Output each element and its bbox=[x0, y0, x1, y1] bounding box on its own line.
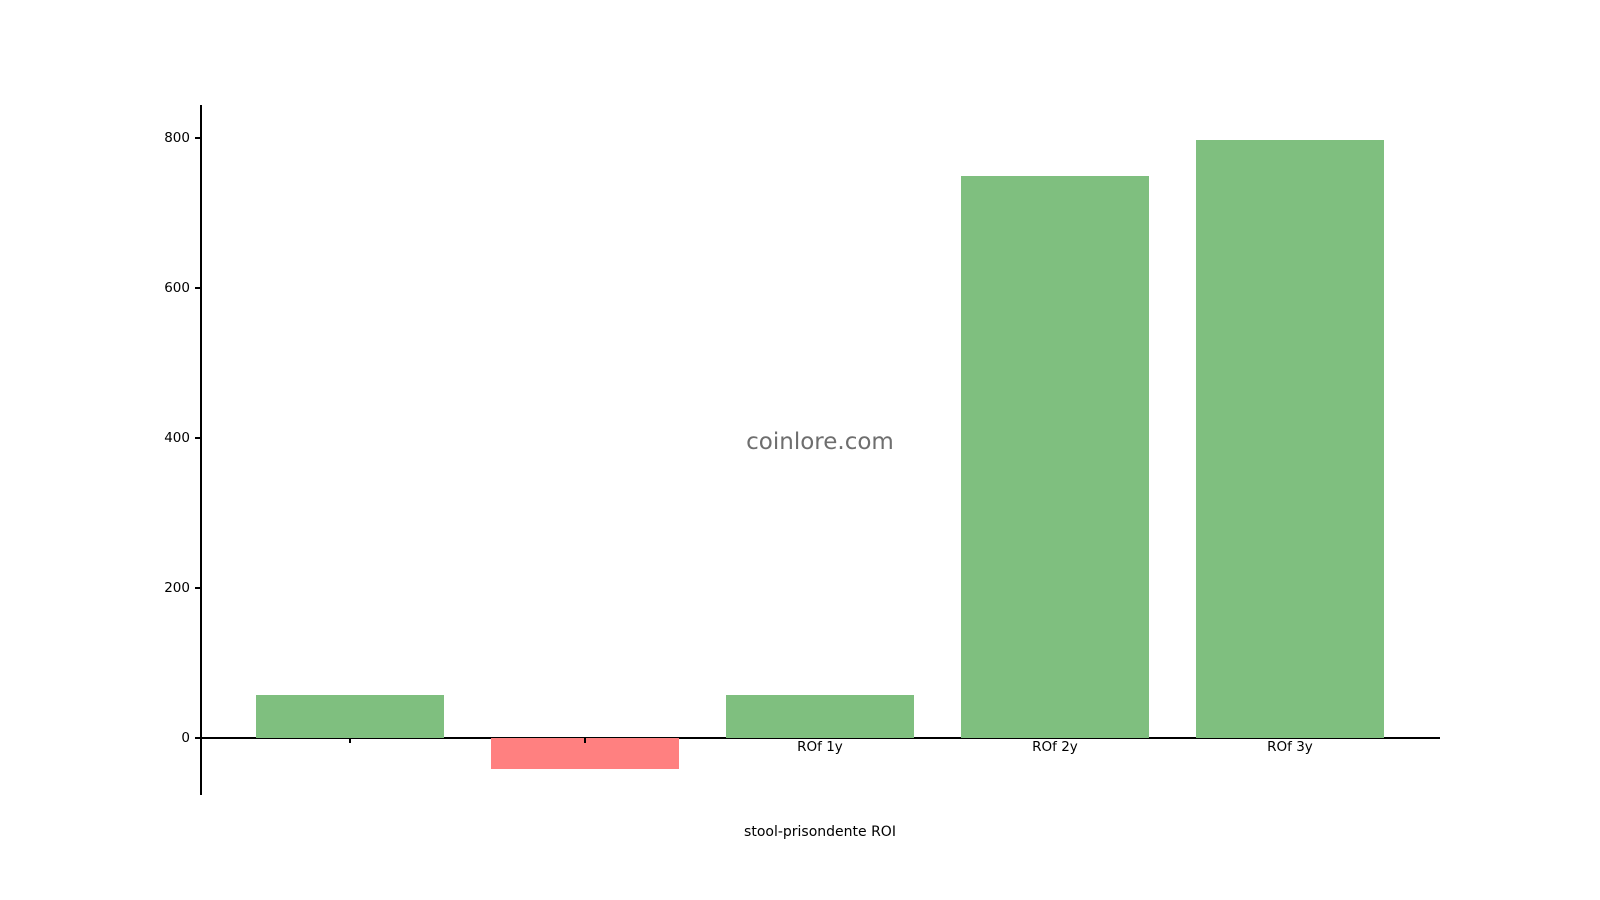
x-tick-mark bbox=[584, 738, 586, 743]
watermark-text: coinlore.com bbox=[746, 429, 894, 455]
y-tick-mark bbox=[195, 737, 200, 739]
y-tick-mark bbox=[195, 587, 200, 589]
y-axis-spine bbox=[200, 105, 202, 795]
y-tick-mark bbox=[195, 437, 200, 439]
y-tick-label: 400 bbox=[164, 430, 190, 446]
y-tick-label: 0 bbox=[181, 730, 190, 746]
x-axis-title: stool-prisondente ROI bbox=[744, 824, 896, 840]
y-tick-mark bbox=[195, 137, 200, 139]
x-category-label: ROf 2y bbox=[1032, 739, 1078, 755]
bar bbox=[961, 176, 1149, 738]
y-tick-label: 800 bbox=[164, 130, 190, 146]
x-tick-mark bbox=[349, 738, 351, 743]
bar bbox=[256, 695, 444, 738]
x-category-label: ROf 1y bbox=[797, 739, 843, 755]
y-tick-mark bbox=[195, 287, 200, 289]
bar bbox=[726, 695, 914, 738]
x-category-label: ROf 3y bbox=[1267, 739, 1313, 755]
bar bbox=[1196, 139, 1384, 738]
y-tick-label: 200 bbox=[164, 580, 190, 596]
y-tick-label: 600 bbox=[164, 280, 190, 296]
bar bbox=[491, 738, 679, 769]
